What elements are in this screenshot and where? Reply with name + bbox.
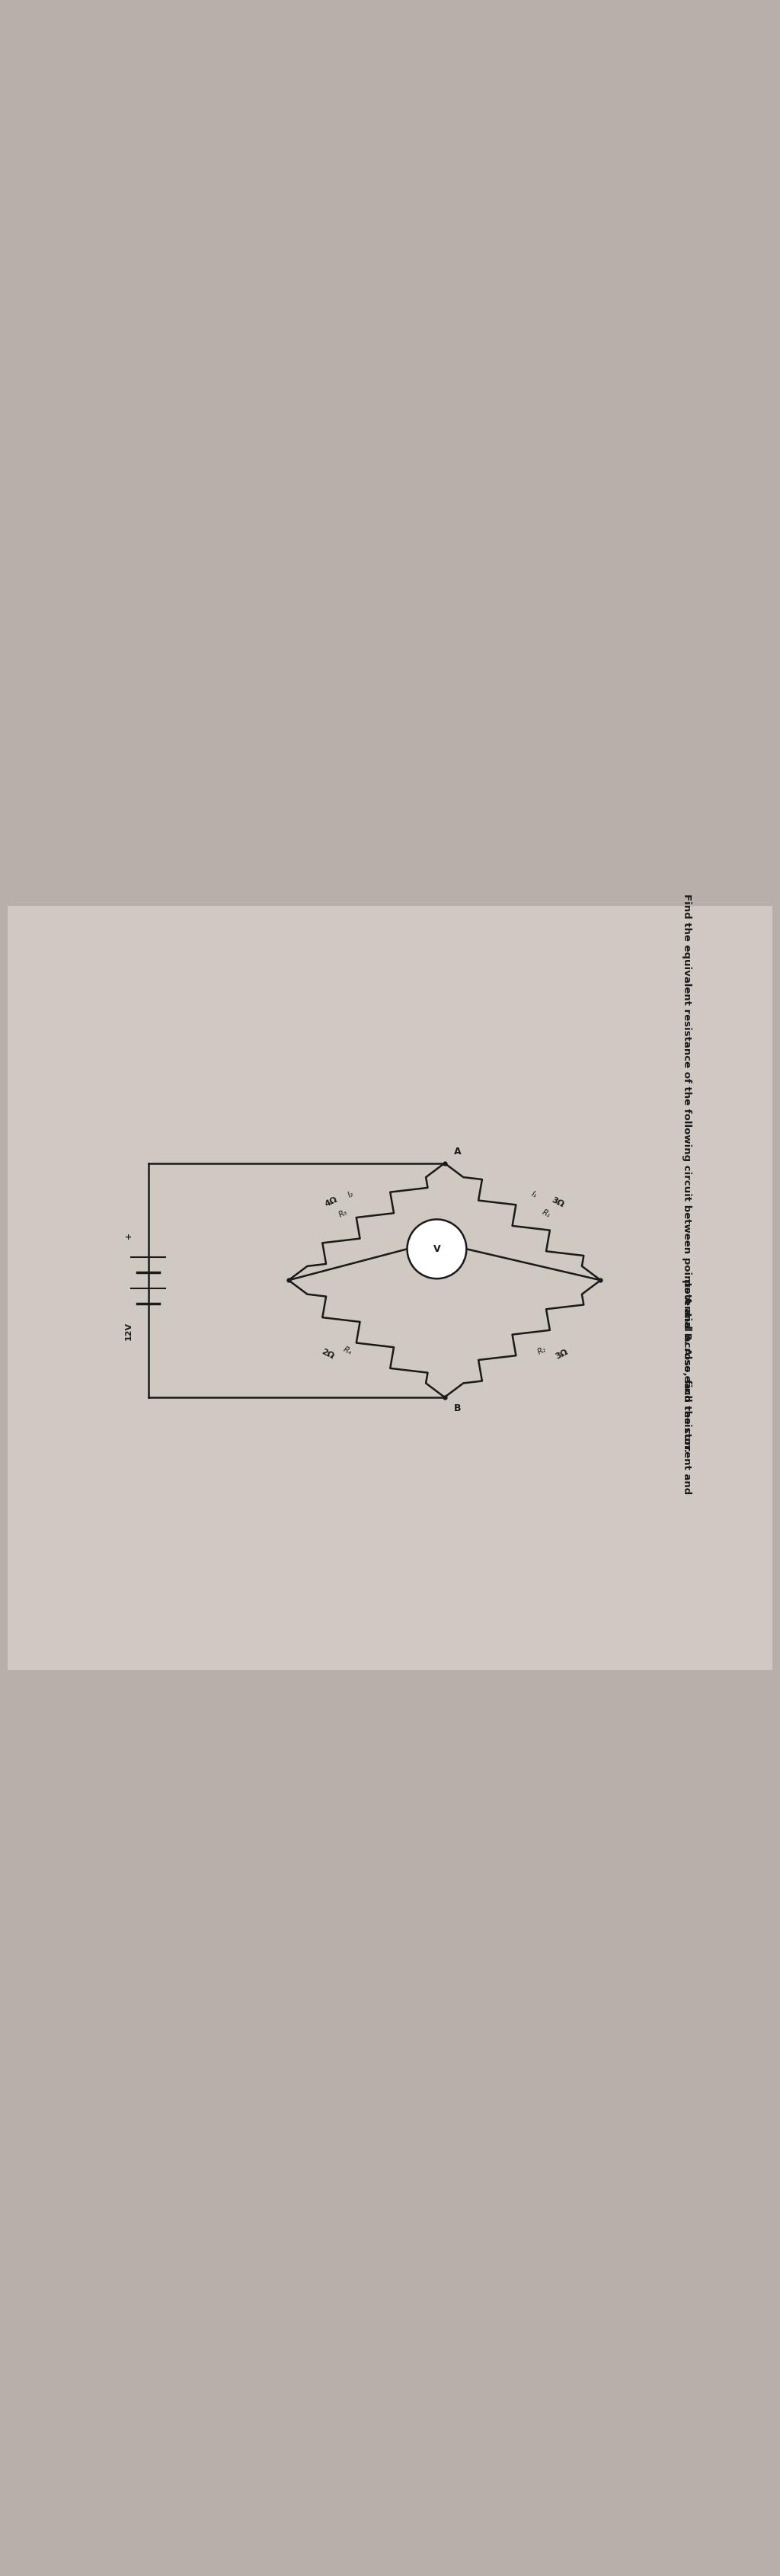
Text: R₃: R₃: [338, 1208, 349, 1218]
Text: R₁: R₁: [541, 1208, 551, 1218]
Text: 4Ω: 4Ω: [324, 1195, 339, 1208]
Text: Find the equivalent resistance of the following circuit between points A and B. : Find the equivalent resistance of the fo…: [682, 894, 691, 1494]
Text: R₄: R₄: [342, 1345, 353, 1355]
Text: I₁: I₁: [530, 1190, 538, 1198]
FancyBboxPatch shape: [8, 907, 772, 1669]
Text: V: V: [433, 1244, 441, 1255]
FancyBboxPatch shape: [16, 914, 764, 1662]
Text: potential across each resistor.: potential across each resistor.: [682, 1280, 691, 1453]
Circle shape: [407, 1218, 466, 1278]
Text: 3Ω: 3Ω: [550, 1195, 566, 1208]
Text: A: A: [454, 1146, 461, 1157]
Text: 12V: 12V: [125, 1321, 133, 1340]
Text: B: B: [454, 1404, 461, 1414]
Text: +: +: [125, 1234, 133, 1242]
Text: 3Ω: 3Ω: [554, 1347, 569, 1360]
Text: 2Ω: 2Ω: [320, 1347, 335, 1360]
Text: I₂: I₂: [347, 1190, 355, 1198]
Text: R₂: R₂: [537, 1345, 548, 1355]
